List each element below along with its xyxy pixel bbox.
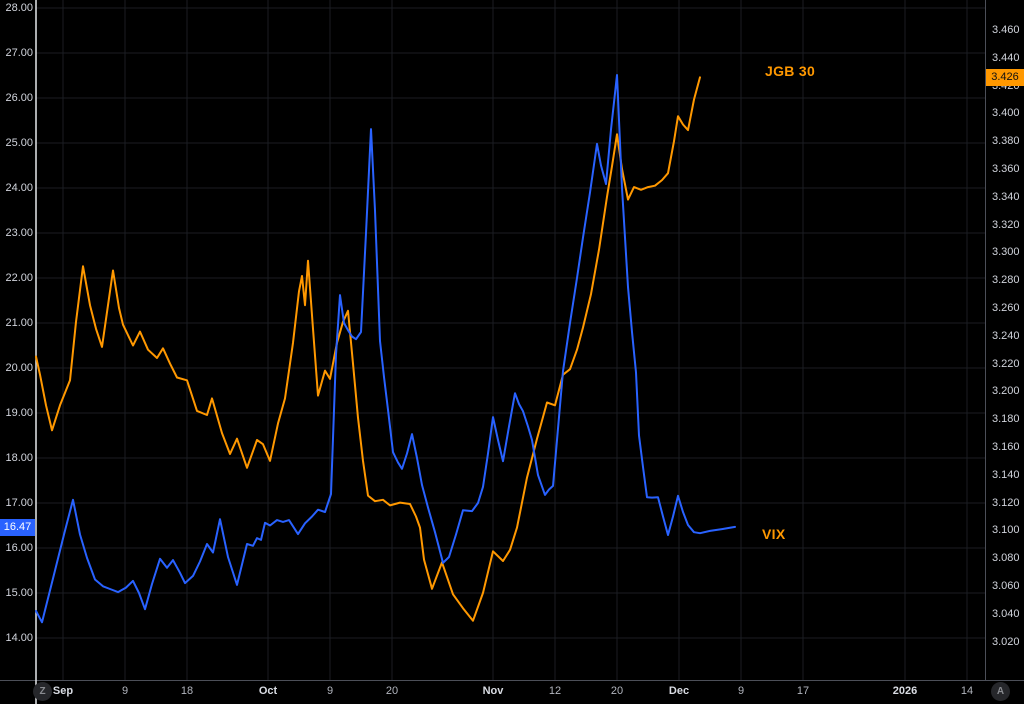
left-axis-tick: 24.00 xyxy=(5,182,33,194)
right-axis-tick: 3.440 xyxy=(992,51,1020,64)
right-axis-tick: 3.220 xyxy=(992,357,1020,370)
time-axis-tick: 18 xyxy=(180,685,194,697)
time-axis-tick: 9 xyxy=(737,685,745,697)
timezone-button[interactable]: Z xyxy=(33,682,52,701)
time-axis-tick: 2026 xyxy=(892,685,918,697)
left-axis-tick: 16.00 xyxy=(5,542,33,554)
left-axis-tick: 14.00 xyxy=(5,632,33,644)
right-axis-tick: 3.100 xyxy=(992,524,1020,537)
time-axis-tick: Oct xyxy=(258,685,278,697)
autoscale-button[interactable]: A xyxy=(991,682,1010,701)
right-axis-tick: 3.240 xyxy=(992,329,1020,342)
jgb30-series-label: JGB 30 xyxy=(765,63,816,79)
time-axis-tick: Dec xyxy=(668,685,690,697)
right-axis-tick: 3.180 xyxy=(992,413,1020,426)
vix-line[interactable] xyxy=(35,74,736,624)
time-axis-tick: 14 xyxy=(960,685,974,697)
left-axis-tick: 17.00 xyxy=(5,497,33,509)
right-axis-tick: 3.140 xyxy=(992,468,1020,481)
time-axis-tick: 9 xyxy=(121,685,129,697)
time-axis-tick: 20 xyxy=(610,685,624,697)
time-axis-tick: 17 xyxy=(796,685,810,697)
jgb30-line[interactable] xyxy=(35,76,701,622)
left-axis-tick: 19.00 xyxy=(5,407,33,419)
right-axis-tick: 3.060 xyxy=(992,580,1020,592)
time-axis-tick: Sep xyxy=(52,685,74,697)
right-axis-tick: 3.120 xyxy=(992,496,1020,509)
left-axis-tick: 15.00 xyxy=(5,587,33,599)
left-axis-tick: 25.00 xyxy=(5,137,33,149)
right-axis-tick: 3.280 xyxy=(992,274,1020,287)
time-axis-tick: 9 xyxy=(326,685,334,697)
right-axis-tick: 3.040 xyxy=(992,607,1020,620)
left-axis-tick: 28.00 xyxy=(5,2,33,14)
left-axis-tick: 23.00 xyxy=(5,227,33,239)
left-axis-tick: 21.00 xyxy=(5,317,33,329)
left-axis-tick: 20.00 xyxy=(5,362,33,374)
right-axis-tick: 3.080 xyxy=(992,552,1020,565)
vix-last-price-badge: 16.47 xyxy=(0,518,35,536)
time-axis-tick: 12 xyxy=(548,685,562,697)
right-axis-tick: 3.340 xyxy=(992,190,1020,203)
vix-series-label: VIX xyxy=(762,526,786,542)
right-axis-tick: 3.300 xyxy=(992,246,1020,259)
left-axis-tick: 18.00 xyxy=(5,452,33,464)
right-axis-tick: 3.260 xyxy=(992,302,1020,314)
right-axis-tick: 3.400 xyxy=(992,107,1020,120)
time-axis-tick: Nov xyxy=(482,685,504,697)
right-axis-tick: 3.020 xyxy=(992,635,1020,648)
time-axis-tick: 20 xyxy=(385,685,399,697)
left-axis-tick: 26.00 xyxy=(5,92,33,104)
left-axis-tick: 22.00 xyxy=(5,272,33,284)
jgb30-last-price-badge: 3.426 xyxy=(986,69,1024,87)
right-axis-tick: 3.360 xyxy=(992,163,1020,175)
right-axis-tick: 3.380 xyxy=(992,135,1020,148)
right-axis-tick: 3.460 xyxy=(992,24,1020,36)
right-axis-tick: 3.160 xyxy=(992,441,1020,453)
right-axis-tick: 3.200 xyxy=(992,385,1020,398)
left-axis-tick: 27.00 xyxy=(5,47,33,59)
right-axis-tick: 3.320 xyxy=(992,218,1020,231)
